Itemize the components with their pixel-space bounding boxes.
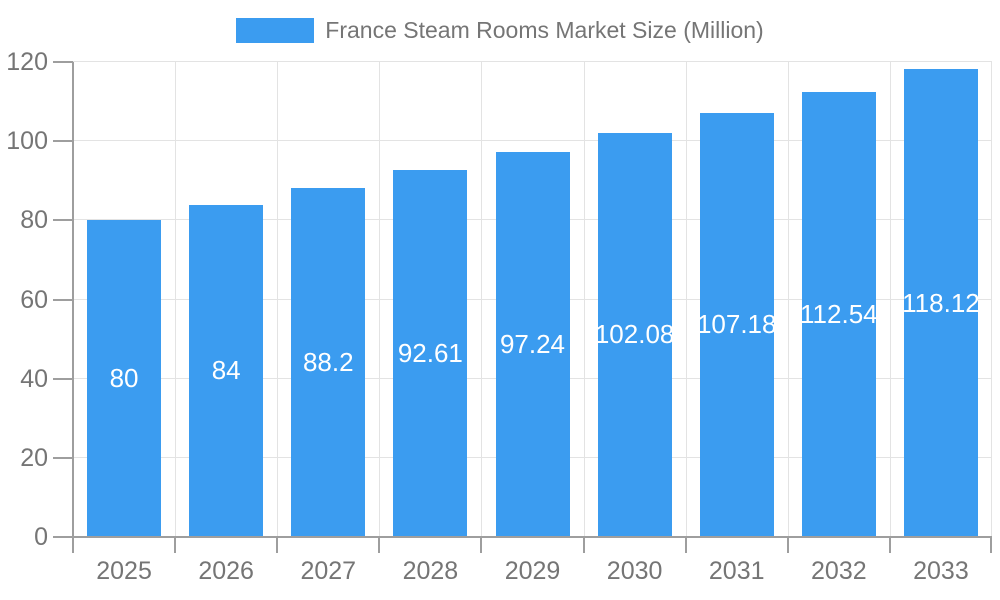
y-axis-label: 120 bbox=[6, 48, 48, 76]
y-axis-tick bbox=[53, 377, 73, 380]
x-axis-label: 2030 bbox=[606, 557, 663, 585]
x-axis-tick bbox=[378, 537, 381, 553]
v-gridline bbox=[481, 62, 483, 537]
y-axis-tick bbox=[53, 219, 73, 222]
x-axis-tick bbox=[174, 537, 177, 553]
y-axis-label: 40 bbox=[20, 364, 48, 393]
bar: 112.54 bbox=[800, 91, 878, 537]
bar-value-label: 102.08 bbox=[594, 319, 675, 350]
bar-value-label: 92.61 bbox=[397, 338, 463, 369]
plot-area: 80 84 88.2 92.61 97.24 102.08 107.18 112.54 118.… bbox=[73, 61, 992, 537]
x-axis-tick bbox=[276, 537, 279, 553]
y-axis-tick bbox=[53, 140, 73, 143]
x-axis-tick bbox=[582, 537, 585, 553]
x-axis-tick bbox=[786, 537, 789, 553]
x-axis-label: 2031 bbox=[708, 557, 765, 585]
bar: 118.12 bbox=[902, 69, 980, 537]
bar: 80 bbox=[87, 220, 162, 537]
x-axis-label: 2033 bbox=[913, 557, 969, 585]
bar-value-label: 84 bbox=[211, 355, 241, 386]
x-axis-tick bbox=[888, 537, 891, 553]
v-gridline bbox=[379, 62, 381, 537]
y-axis-label: 80 bbox=[20, 206, 48, 235]
x-axis-label: 2025 bbox=[96, 557, 152, 585]
x-axis-tick bbox=[684, 537, 687, 553]
y-axis-tick bbox=[53, 298, 73, 301]
y-axis-label: 100 bbox=[6, 127, 48, 156]
v-gridline bbox=[991, 62, 992, 537]
x-axis-tick bbox=[72, 537, 74, 553]
y-axis-label: 20 bbox=[20, 443, 48, 472]
legend-label: France Steam Rooms Market Size (Million) bbox=[325, 16, 764, 43]
y-axis-tick bbox=[53, 536, 73, 538]
x-axis-label: 2026 bbox=[198, 557, 254, 585]
bar: 92.61 bbox=[393, 170, 468, 537]
x-axis-line bbox=[73, 536, 992, 538]
y-axis-label: 0 bbox=[34, 523, 48, 551]
bar: 107.18 bbox=[696, 112, 777, 537]
legend-swatch bbox=[236, 17, 315, 43]
x-axis-label: 2032 bbox=[811, 557, 867, 585]
x-axis-tick bbox=[990, 537, 992, 553]
v-gridline bbox=[277, 62, 279, 537]
bar: 102.08 bbox=[594, 132, 675, 537]
bar: 88.2 bbox=[291, 187, 366, 537]
y-axis-tick bbox=[53, 61, 73, 63]
h-gridline bbox=[73, 61, 992, 62]
x-axis-label: 2027 bbox=[300, 557, 357, 585]
y-axis-line bbox=[72, 62, 74, 537]
bar-value-label: 118.12 bbox=[902, 287, 980, 318]
x-axis-tick bbox=[480, 537, 483, 553]
v-gridline bbox=[787, 62, 789, 537]
x-axis-label: 2028 bbox=[402, 557, 459, 585]
bar-value-label: 97.24 bbox=[499, 329, 566, 360]
chart-legend[interactable]: France Steam Rooms Market Size (Million) bbox=[0, 15, 1000, 45]
bar: 84 bbox=[189, 204, 264, 537]
v-gridline bbox=[583, 62, 585, 537]
x-axis-label: 2029 bbox=[504, 557, 561, 585]
y-axis-label: 60 bbox=[20, 285, 48, 314]
bar-value-label: 80 bbox=[109, 363, 139, 394]
bar-value-label: 112.54 bbox=[800, 298, 878, 329]
v-gridline bbox=[175, 62, 177, 537]
bar-value-label: 88.2 bbox=[302, 346, 354, 377]
h-gridline bbox=[73, 140, 992, 142]
y-axis-tick bbox=[53, 456, 73, 459]
v-gridline bbox=[685, 62, 687, 537]
bar: 97.24 bbox=[495, 152, 570, 537]
v-gridline bbox=[889, 62, 891, 537]
bar-value-label: 107.18 bbox=[696, 309, 777, 340]
